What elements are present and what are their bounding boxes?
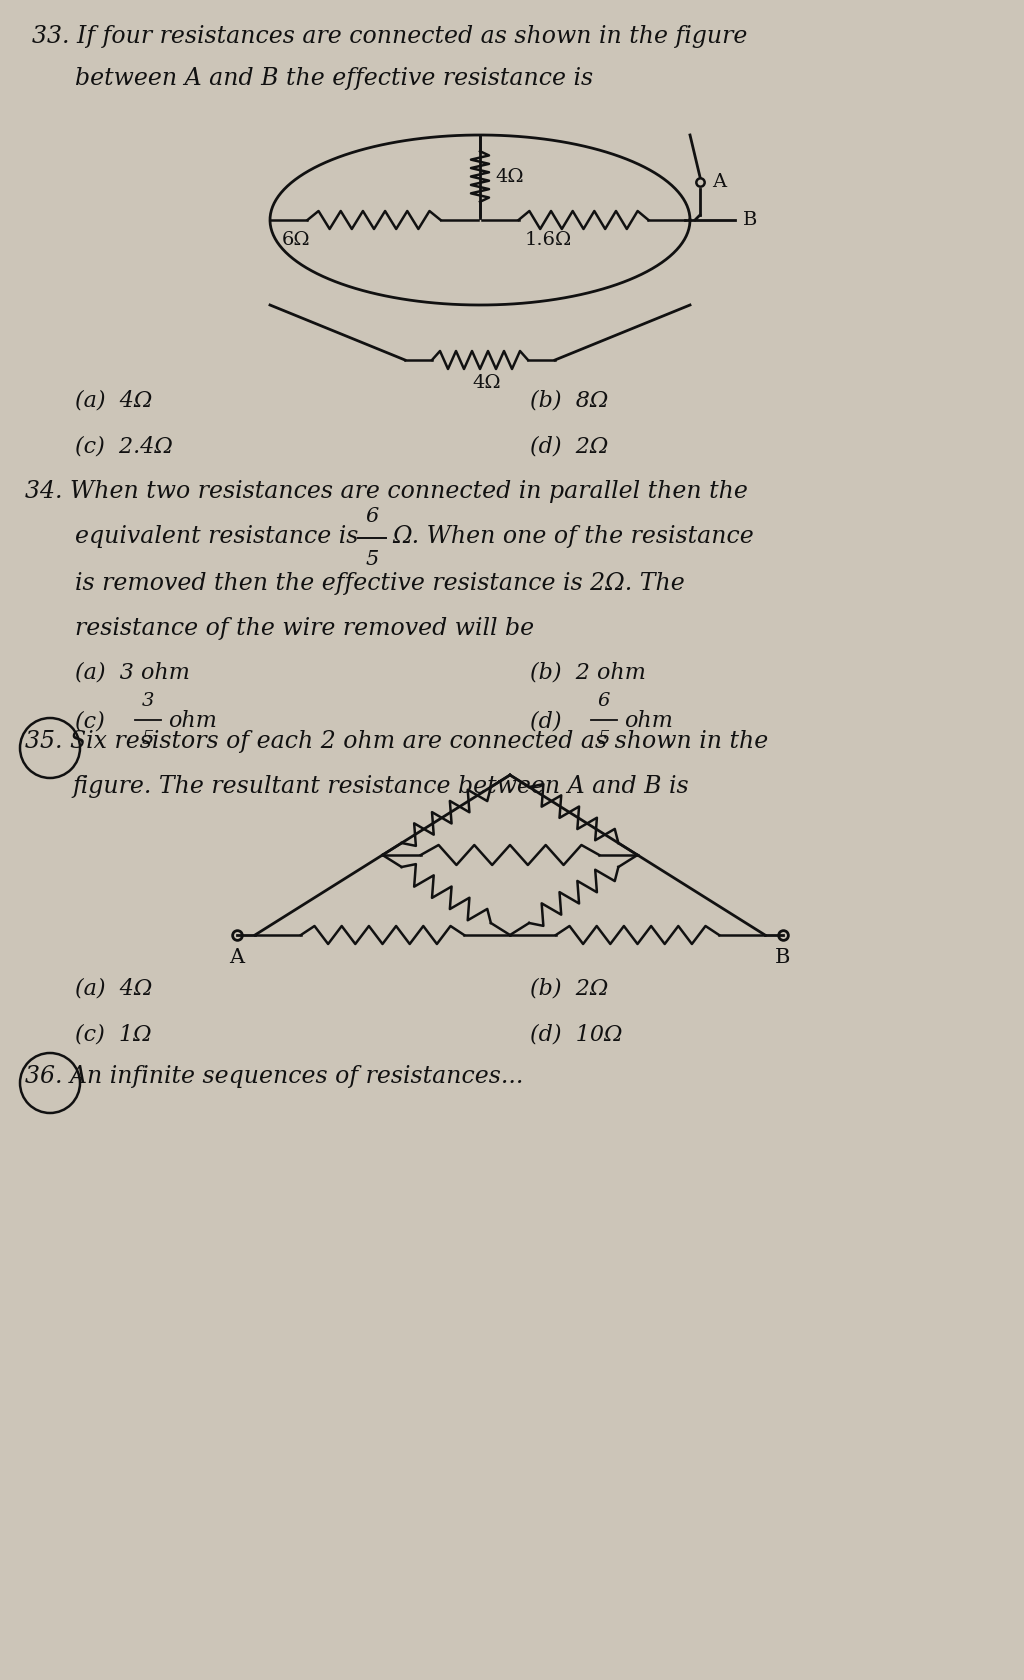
Text: 5: 5 (598, 731, 610, 748)
Text: (a)  4Ω: (a) 4Ω (75, 390, 153, 412)
Text: 3: 3 (141, 692, 155, 711)
Text: 33. If four resistances are connected as shown in the figure: 33. If four resistances are connected as… (32, 25, 748, 49)
Text: 36. An infinite sequences of resistances...: 36. An infinite sequences of resistances… (25, 1065, 523, 1089)
Text: 5: 5 (141, 731, 155, 748)
Text: 6: 6 (598, 692, 610, 711)
Text: (a)  3 ohm: (a) 3 ohm (75, 662, 189, 684)
Text: 35. Six resistors of each 2 ohm are connected as shown in the: 35. Six resistors of each 2 ohm are conn… (25, 731, 768, 753)
Text: between A and B the effective resistance is: between A and B the effective resistance… (75, 67, 593, 91)
Text: 6Ω: 6Ω (282, 230, 310, 249)
Text: 1.6Ω: 1.6Ω (525, 230, 572, 249)
Text: (d): (d) (530, 711, 575, 732)
Text: ohm: ohm (624, 711, 673, 732)
Text: 4Ω: 4Ω (495, 168, 523, 186)
Text: B: B (775, 948, 791, 968)
Text: (c)  1Ω: (c) 1Ω (75, 1023, 152, 1045)
Text: resistance of the wire removed will be: resistance of the wire removed will be (75, 617, 535, 640)
Text: (c)  2.4Ω: (c) 2.4Ω (75, 435, 173, 457)
Text: 4Ω: 4Ω (472, 375, 501, 391)
Text: equivalent resistance is: equivalent resistance is (75, 524, 366, 548)
Text: 34. When two resistances are connected in parallel then the: 34. When two resistances are connected i… (25, 480, 748, 502)
Text: A: A (712, 173, 726, 192)
Text: (d)  10Ω: (d) 10Ω (530, 1023, 623, 1045)
Text: (b)  2Ω: (b) 2Ω (530, 978, 608, 1000)
Text: (d)  2Ω: (d) 2Ω (530, 435, 608, 457)
Text: (b)  2 ohm: (b) 2 ohm (530, 662, 646, 684)
Text: figure. The resultant resistance between A and B is: figure. The resultant resistance between… (72, 774, 688, 798)
Text: 5: 5 (366, 549, 379, 570)
Text: ohm: ohm (168, 711, 217, 732)
Text: (a)  4Ω: (a) 4Ω (75, 978, 153, 1000)
Text: Ω. When one of the resistance: Ω. When one of the resistance (392, 524, 754, 548)
Text: 6: 6 (366, 507, 379, 526)
Text: is removed then the effective resistance is 2Ω. The: is removed then the effective resistance… (75, 571, 685, 595)
Text: A: A (229, 948, 245, 968)
Text: (b)  8Ω: (b) 8Ω (530, 390, 608, 412)
Text: B: B (743, 212, 758, 228)
Text: (c): (c) (75, 711, 119, 732)
